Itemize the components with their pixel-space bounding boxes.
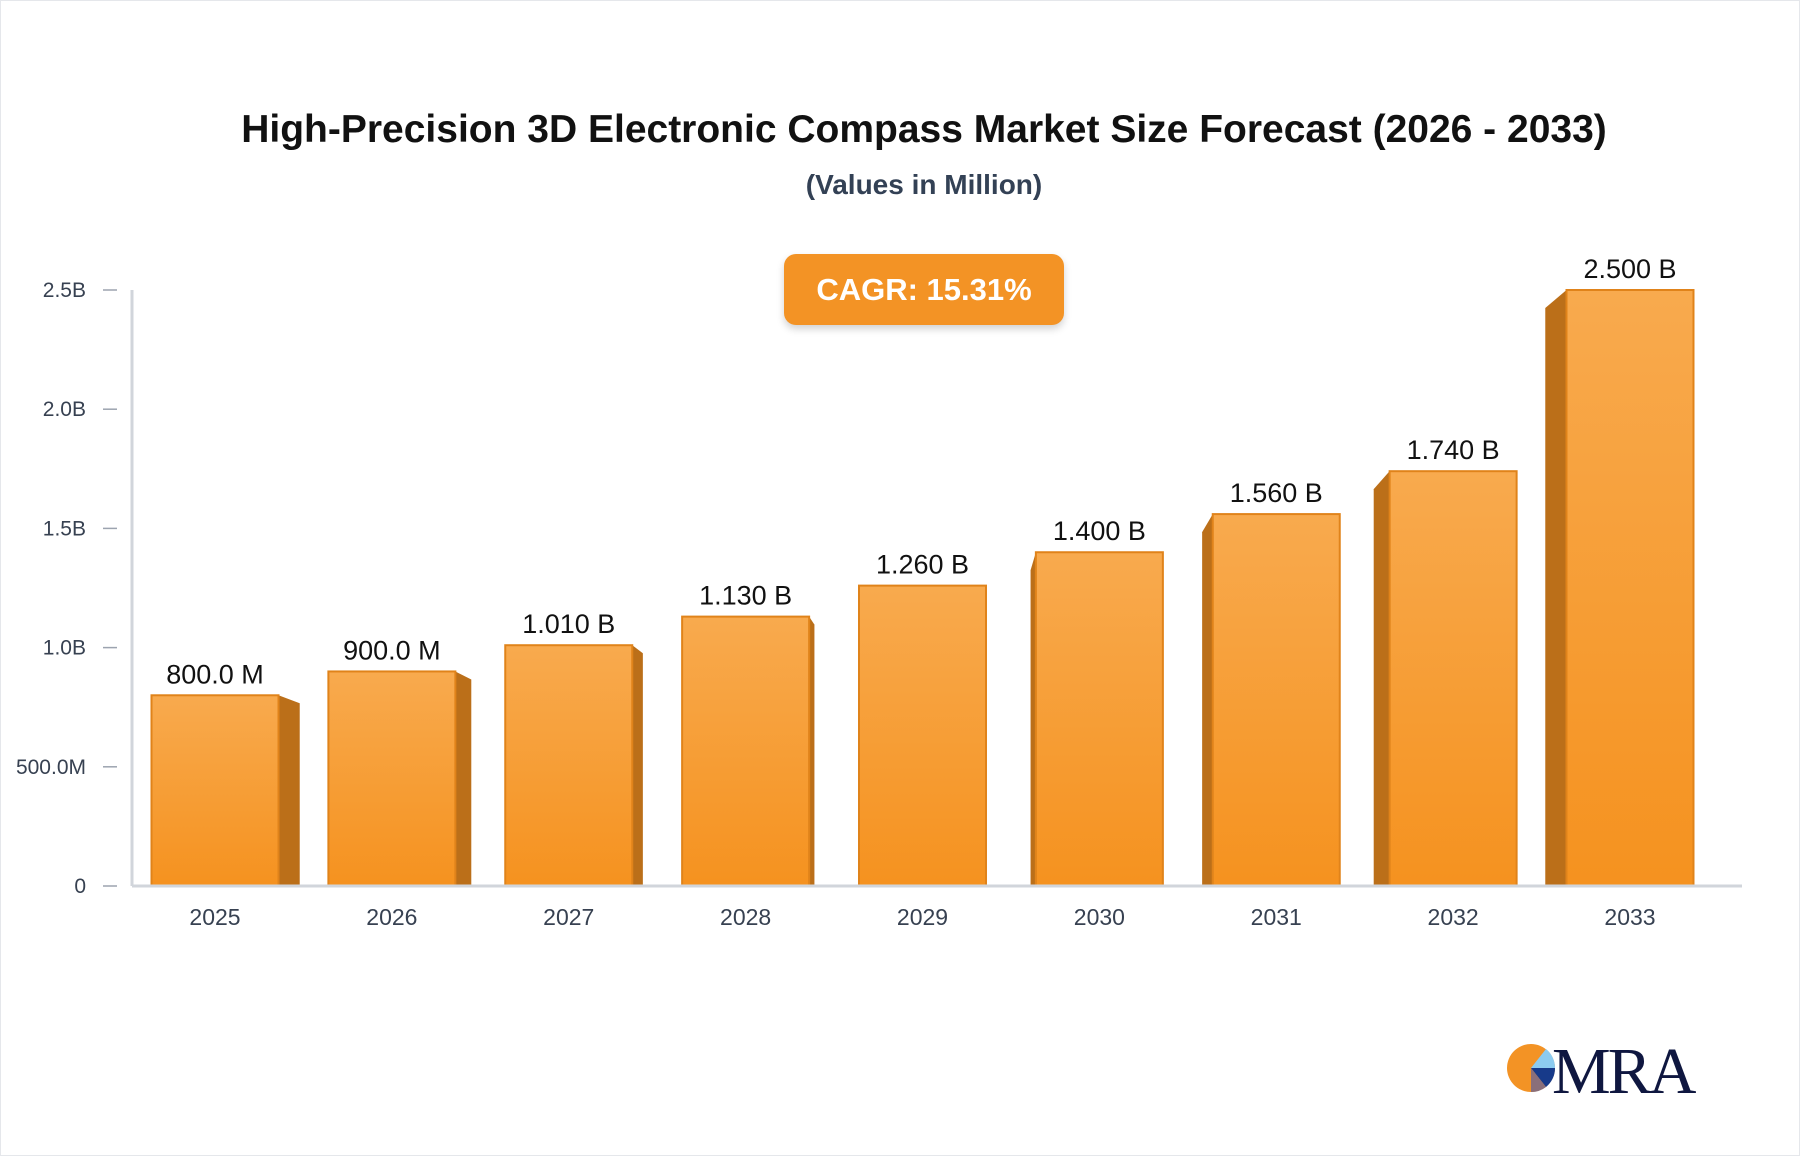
- y-tick-label: 1.0B: [43, 637, 86, 660]
- chart-title: High-Precision 3D Electronic Compass Mar…: [241, 108, 1607, 151]
- x-tick-label: 2033: [1604, 904, 1655, 930]
- x-tick-label: 2025: [189, 904, 240, 930]
- logo-pie-icon: [1507, 1044, 1556, 1093]
- bar: [858, 584, 987, 888]
- bar: [1565, 289, 1695, 887]
- bar-side: [1030, 552, 1036, 886]
- x-tick-label: 2028: [720, 904, 771, 930]
- bar-value-label: 1.560 B: [1230, 478, 1323, 508]
- chart-subtitle: (Values in Million): [805, 169, 1043, 200]
- bar: [504, 644, 634, 887]
- x-tick-label: 2029: [897, 904, 948, 930]
- bar: [681, 615, 811, 887]
- bar-value-label: 1.400 B: [1053, 516, 1146, 546]
- bar-side: [809, 616, 815, 886]
- bar-value-label: 900.0 M: [343, 635, 441, 665]
- bar-side: [1202, 514, 1213, 886]
- x-tick-label: 2027: [543, 904, 594, 930]
- y-tick-label: 0: [74, 875, 86, 898]
- mra-logo: MRA: [1506, 1035, 1696, 1108]
- bar-value-label: 1.130 B: [699, 581, 792, 611]
- bar: [1034, 551, 1164, 887]
- bar-side: [278, 695, 300, 886]
- x-tick-label: 2031: [1251, 904, 1302, 930]
- bar-value-label: 1.010 B: [522, 609, 615, 639]
- y-tick-label: 2.0B: [43, 398, 86, 421]
- bar-side: [632, 645, 643, 886]
- bar-value-label: 1.740 B: [1407, 435, 1500, 465]
- cagr-badge: CAGR: 15.31%: [784, 254, 1064, 325]
- x-tick-label: 2030: [1074, 904, 1125, 930]
- bar-value-label: 2.500 B: [1583, 254, 1676, 284]
- bar-side: [1373, 471, 1390, 886]
- bar: [1388, 470, 1518, 887]
- bar-value-label: 1.260 B: [876, 550, 969, 580]
- x-tick-label: 2026: [366, 904, 417, 930]
- y-tick-label: 2.5B: [43, 279, 86, 302]
- y-tick-label: 1.5B: [43, 517, 86, 540]
- bar: [1211, 513, 1341, 887]
- bar: [150, 694, 280, 888]
- logo-text: MRA: [1552, 1035, 1696, 1108]
- y-tick-label: 500.0M: [16, 756, 86, 779]
- bar-side: [1545, 290, 1567, 886]
- bar-value-label: 800.0 M: [166, 659, 264, 689]
- bar: [327, 670, 457, 887]
- bar-side: [455, 671, 472, 886]
- x-tick-label: 2032: [1428, 904, 1479, 930]
